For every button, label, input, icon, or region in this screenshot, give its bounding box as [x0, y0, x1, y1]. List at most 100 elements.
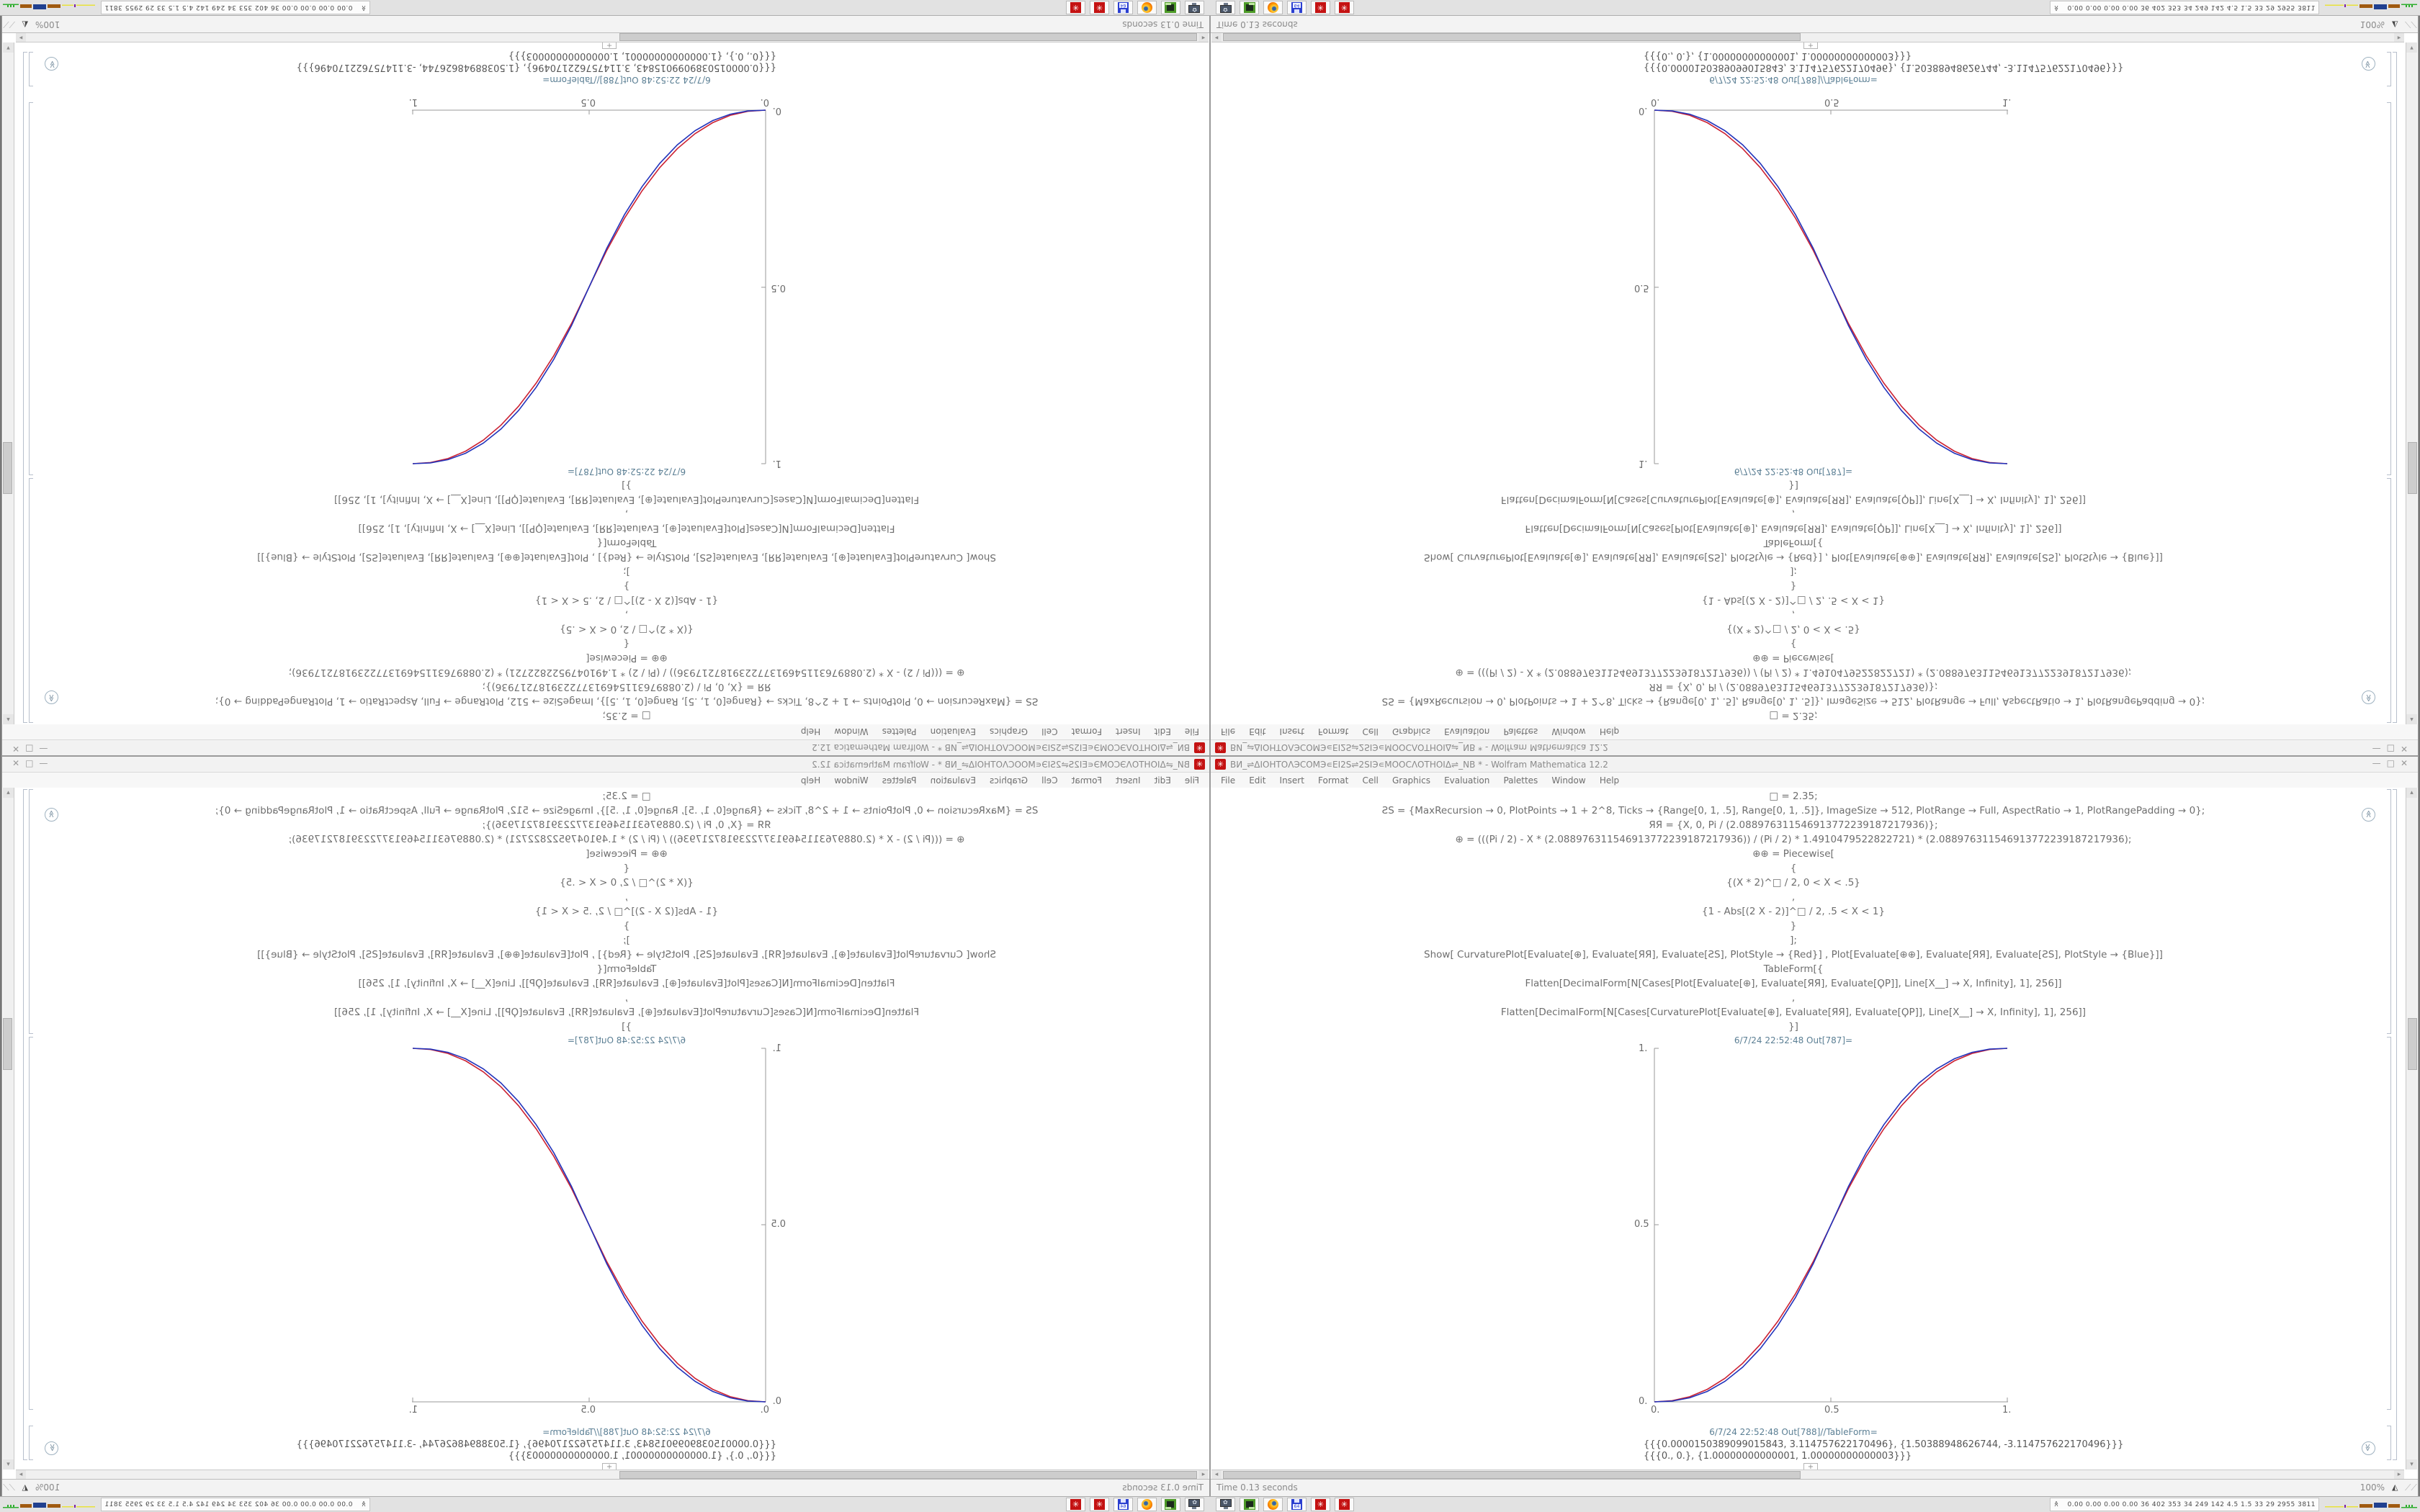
- minimize-button[interactable]: —: [33, 758, 48, 768]
- code-line[interactable]: ⊕ = (((Pi / 2) - X * (2.0889763115469137…: [1455, 667, 2132, 678]
- code-line[interactable]: □ = 2.35;: [1769, 710, 1818, 721]
- code-line[interactable]: TableForm[{: [596, 963, 657, 975]
- code-line[interactable]: }]: [622, 480, 632, 491]
- maximize-button[interactable]: □: [2386, 744, 2401, 754]
- cell-bracket-input[interactable]: [2387, 478, 2391, 723]
- menu-format[interactable]: Format: [1071, 775, 1102, 786]
- menu-edit[interactable]: Edit: [1154, 775, 1171, 786]
- taskbar-button-mathematica-2[interactable]: ✳: [1335, 1, 1354, 14]
- code-line[interactable]: {: [623, 863, 630, 874]
- notebook-area[interactable]: □ = 2.35; ƧЅ = {MaxRecursion → 0, PlotPo…: [1211, 42, 2404, 724]
- taskbar-button-firefox[interactable]: [1137, 1, 1157, 14]
- zoom-widget-icon[interactable]: ◭: [22, 20, 28, 30]
- menu-edit[interactable]: Edit: [1249, 775, 1266, 786]
- scroll-right-arrow[interactable]: ▸: [2394, 1470, 2404, 1479]
- taskbar-button-system-monitor[interactable]: ✿: [1185, 1498, 1204, 1511]
- code-line[interactable]: {: [1790, 638, 1797, 649]
- taskbar-button-mathematica-1[interactable]: ✳: [1090, 1, 1109, 14]
- taskbar-button-firefox[interactable]: [1263, 1, 1283, 14]
- taskbar-button-system-monitor[interactable]: ✿: [1185, 1, 1204, 14]
- cell-bracket-plot-output[interactable]: [2387, 1037, 2391, 1410]
- scroll-left-arrow[interactable]: ◂: [1198, 1470, 1209, 1479]
- elide-up-button[interactable]: ≪: [2362, 690, 2375, 704]
- zoom-level[interactable]: 100%: [2360, 19, 2385, 30]
- menu-help[interactable]: Help: [1599, 726, 1620, 737]
- menu-window[interactable]: Window: [834, 775, 869, 786]
- zoom-level[interactable]: 100%: [2360, 1482, 2385, 1493]
- taskbar-button-mathematica-1[interactable]: ✳: [1311, 1498, 1330, 1511]
- window-controls[interactable]: —□✕: [6, 758, 48, 768]
- menu-help[interactable]: Help: [800, 726, 821, 737]
- code-line[interactable]: {: [1790, 863, 1797, 874]
- menu-graphics[interactable]: Graphics: [990, 775, 1028, 786]
- menu-help[interactable]: Help: [800, 775, 821, 786]
- resize-grip-icon[interactable]: ⟋⟋: [3, 19, 15, 30]
- taskbar-button-mathematica-1[interactable]: ✳: [1090, 1498, 1109, 1511]
- close-button[interactable]: ✕: [2400, 758, 2414, 768]
- code-line[interactable]: }: [1790, 580, 1797, 592]
- notebook-area[interactable]: □ = 2.35; ƧЅ = {MaxRecursion → 0, PlotPo…: [16, 42, 1209, 724]
- taskbar-button-floppy[interactable]: 64: [1113, 1, 1133, 14]
- scroll-right-arrow[interactable]: ▸: [2394, 33, 2404, 42]
- elide-up-button[interactable]: ≪: [45, 808, 58, 822]
- code-line[interactable]: Flatten[DecimalForm[N[Cases[CurvaturePlo…: [1500, 1007, 2087, 1018]
- tray-chevron-icon[interactable]: ≪: [360, 5, 367, 12]
- code-line[interactable]: Flatten[DecimalForm[N[Cases[CurvaturePlo…: [333, 494, 920, 505]
- menu-file[interactable]: File: [1221, 726, 1236, 737]
- code-line[interactable]: ⊕ = (((Pi / 2) - X * (2.0889763115469137…: [288, 834, 965, 845]
- zoom-widget-icon[interactable]: ◭: [22, 1482, 28, 1492]
- code-line[interactable]: Flatten[DecimalForm[N[Cases[CurvaturePlo…: [333, 1007, 920, 1018]
- maximize-button[interactable]: □: [2386, 758, 2401, 768]
- elide-down-button[interactable]: ≪: [45, 1441, 58, 1455]
- horizontal-scrollbar[interactable]: ◂ ▸: [1211, 1470, 2404, 1479]
- menu-evaluation[interactable]: Evaluation: [1444, 775, 1490, 786]
- tray-chevron-icon[interactable]: ≪: [360, 1500, 367, 1507]
- code-line[interactable]: ];: [623, 566, 630, 577]
- window-controls[interactable]: —□✕: [2372, 744, 2414, 754]
- taskbar-button-green-app[interactable]: [1240, 1498, 1259, 1511]
- elide-down-button[interactable]: ≪: [2362, 1441, 2375, 1455]
- menu-edit[interactable]: Edit: [1154, 726, 1171, 737]
- code-line[interactable]: ⊕⊕ = Piecewise[: [1752, 652, 1834, 664]
- minimize-button[interactable]: —: [2372, 744, 2387, 754]
- vertical-scrollbar[interactable]: ▴ ▾: [3, 42, 14, 724]
- scroll-right-arrow[interactable]: ▸: [16, 33, 26, 42]
- scroll-up-arrow[interactable]: ▴: [3, 714, 14, 724]
- cell-insert-plus-button[interactable]: +: [1803, 1463, 1818, 1470]
- code-line[interactable]: {(X * 2)^□ / 2, 0 < X < .5}: [1726, 877, 1860, 888]
- menu-insert[interactable]: Insert: [1116, 726, 1141, 737]
- vertical-scrollbar[interactable]: ▴ ▾: [2406, 42, 2417, 724]
- taskbar-button-system-monitor[interactable]: ✿: [1216, 1, 1235, 14]
- code-line[interactable]: Show[ CurvaturePlot[Evaluate[⊕], Evaluat…: [257, 552, 996, 563]
- horizontal-scroll-thumb[interactable]: [1223, 33, 1801, 41]
- cell-bracket-plot-output[interactable]: [29, 1037, 33, 1410]
- code-line[interactable]: Show[ CurvaturePlot[Evaluate[⊕], Evaluat…: [257, 949, 996, 960]
- code-line[interactable]: ⊕ = (((Pi / 2) - X * (2.0889763115469137…: [288, 667, 965, 678]
- horizontal-scrollbar[interactable]: ◂ ▸: [16, 1470, 1209, 1479]
- code-line[interactable]: ,: [1791, 891, 1796, 903]
- vertical-scroll-thumb[interactable]: [2408, 442, 2417, 494]
- vertical-scrollbar[interactable]: ▴ ▾: [3, 788, 14, 1470]
- resize-grip-icon[interactable]: ⟋⟋: [3, 1482, 15, 1493]
- code-line[interactable]: ⊕ = (((Pi / 2) - X * (2.0889763115469137…: [1455, 834, 2132, 845]
- taskbar-button-firefox[interactable]: [1137, 1498, 1157, 1511]
- code-line[interactable]: }: [1790, 920, 1797, 932]
- menu-edit[interactable]: Edit: [1249, 726, 1266, 737]
- taskbar-button-system-monitor[interactable]: ✿: [1216, 1498, 1235, 1511]
- cell-bracket-input[interactable]: [29, 789, 33, 1034]
- notebook-area[interactable]: □ = 2.35; ƧЅ = {MaxRecursion → 0, PlotPo…: [16, 788, 1209, 1470]
- zoom-widget-icon[interactable]: ◭: [2392, 20, 2398, 30]
- scroll-left-arrow[interactable]: ◂: [1198, 33, 1209, 42]
- cell-bracket-group[interactable]: [23, 52, 27, 723]
- titlebar[interactable]: ✳ ВИ_⇌ΔΙΟΗΤΟΛЭСОМЭ∊ЕІ2Ѕ⇌2ЅІЭ∊МООСΛОТНОІΔ…: [1211, 739, 2418, 755]
- code-line[interactable]: ƧЅ = {MaxRecursion → 0, PlotPoints → 1 +…: [1381, 805, 2205, 816]
- cell-bracket-table-output[interactable]: [2387, 52, 2391, 86]
- menu-format[interactable]: Format: [1318, 775, 1349, 786]
- scroll-up-arrow[interactable]: ▴: [2406, 714, 2417, 724]
- menu-evaluation[interactable]: Evaluation: [930, 726, 976, 737]
- code-line[interactable]: ,: [1791, 508, 1796, 520]
- code-line[interactable]: ⊕⊕ = Piecewise[: [1752, 848, 1834, 860]
- cell-bracket-group[interactable]: [2393, 52, 2397, 723]
- close-button[interactable]: ✕: [2400, 744, 2414, 754]
- scroll-down-arrow[interactable]: ▾: [3, 1459, 14, 1470]
